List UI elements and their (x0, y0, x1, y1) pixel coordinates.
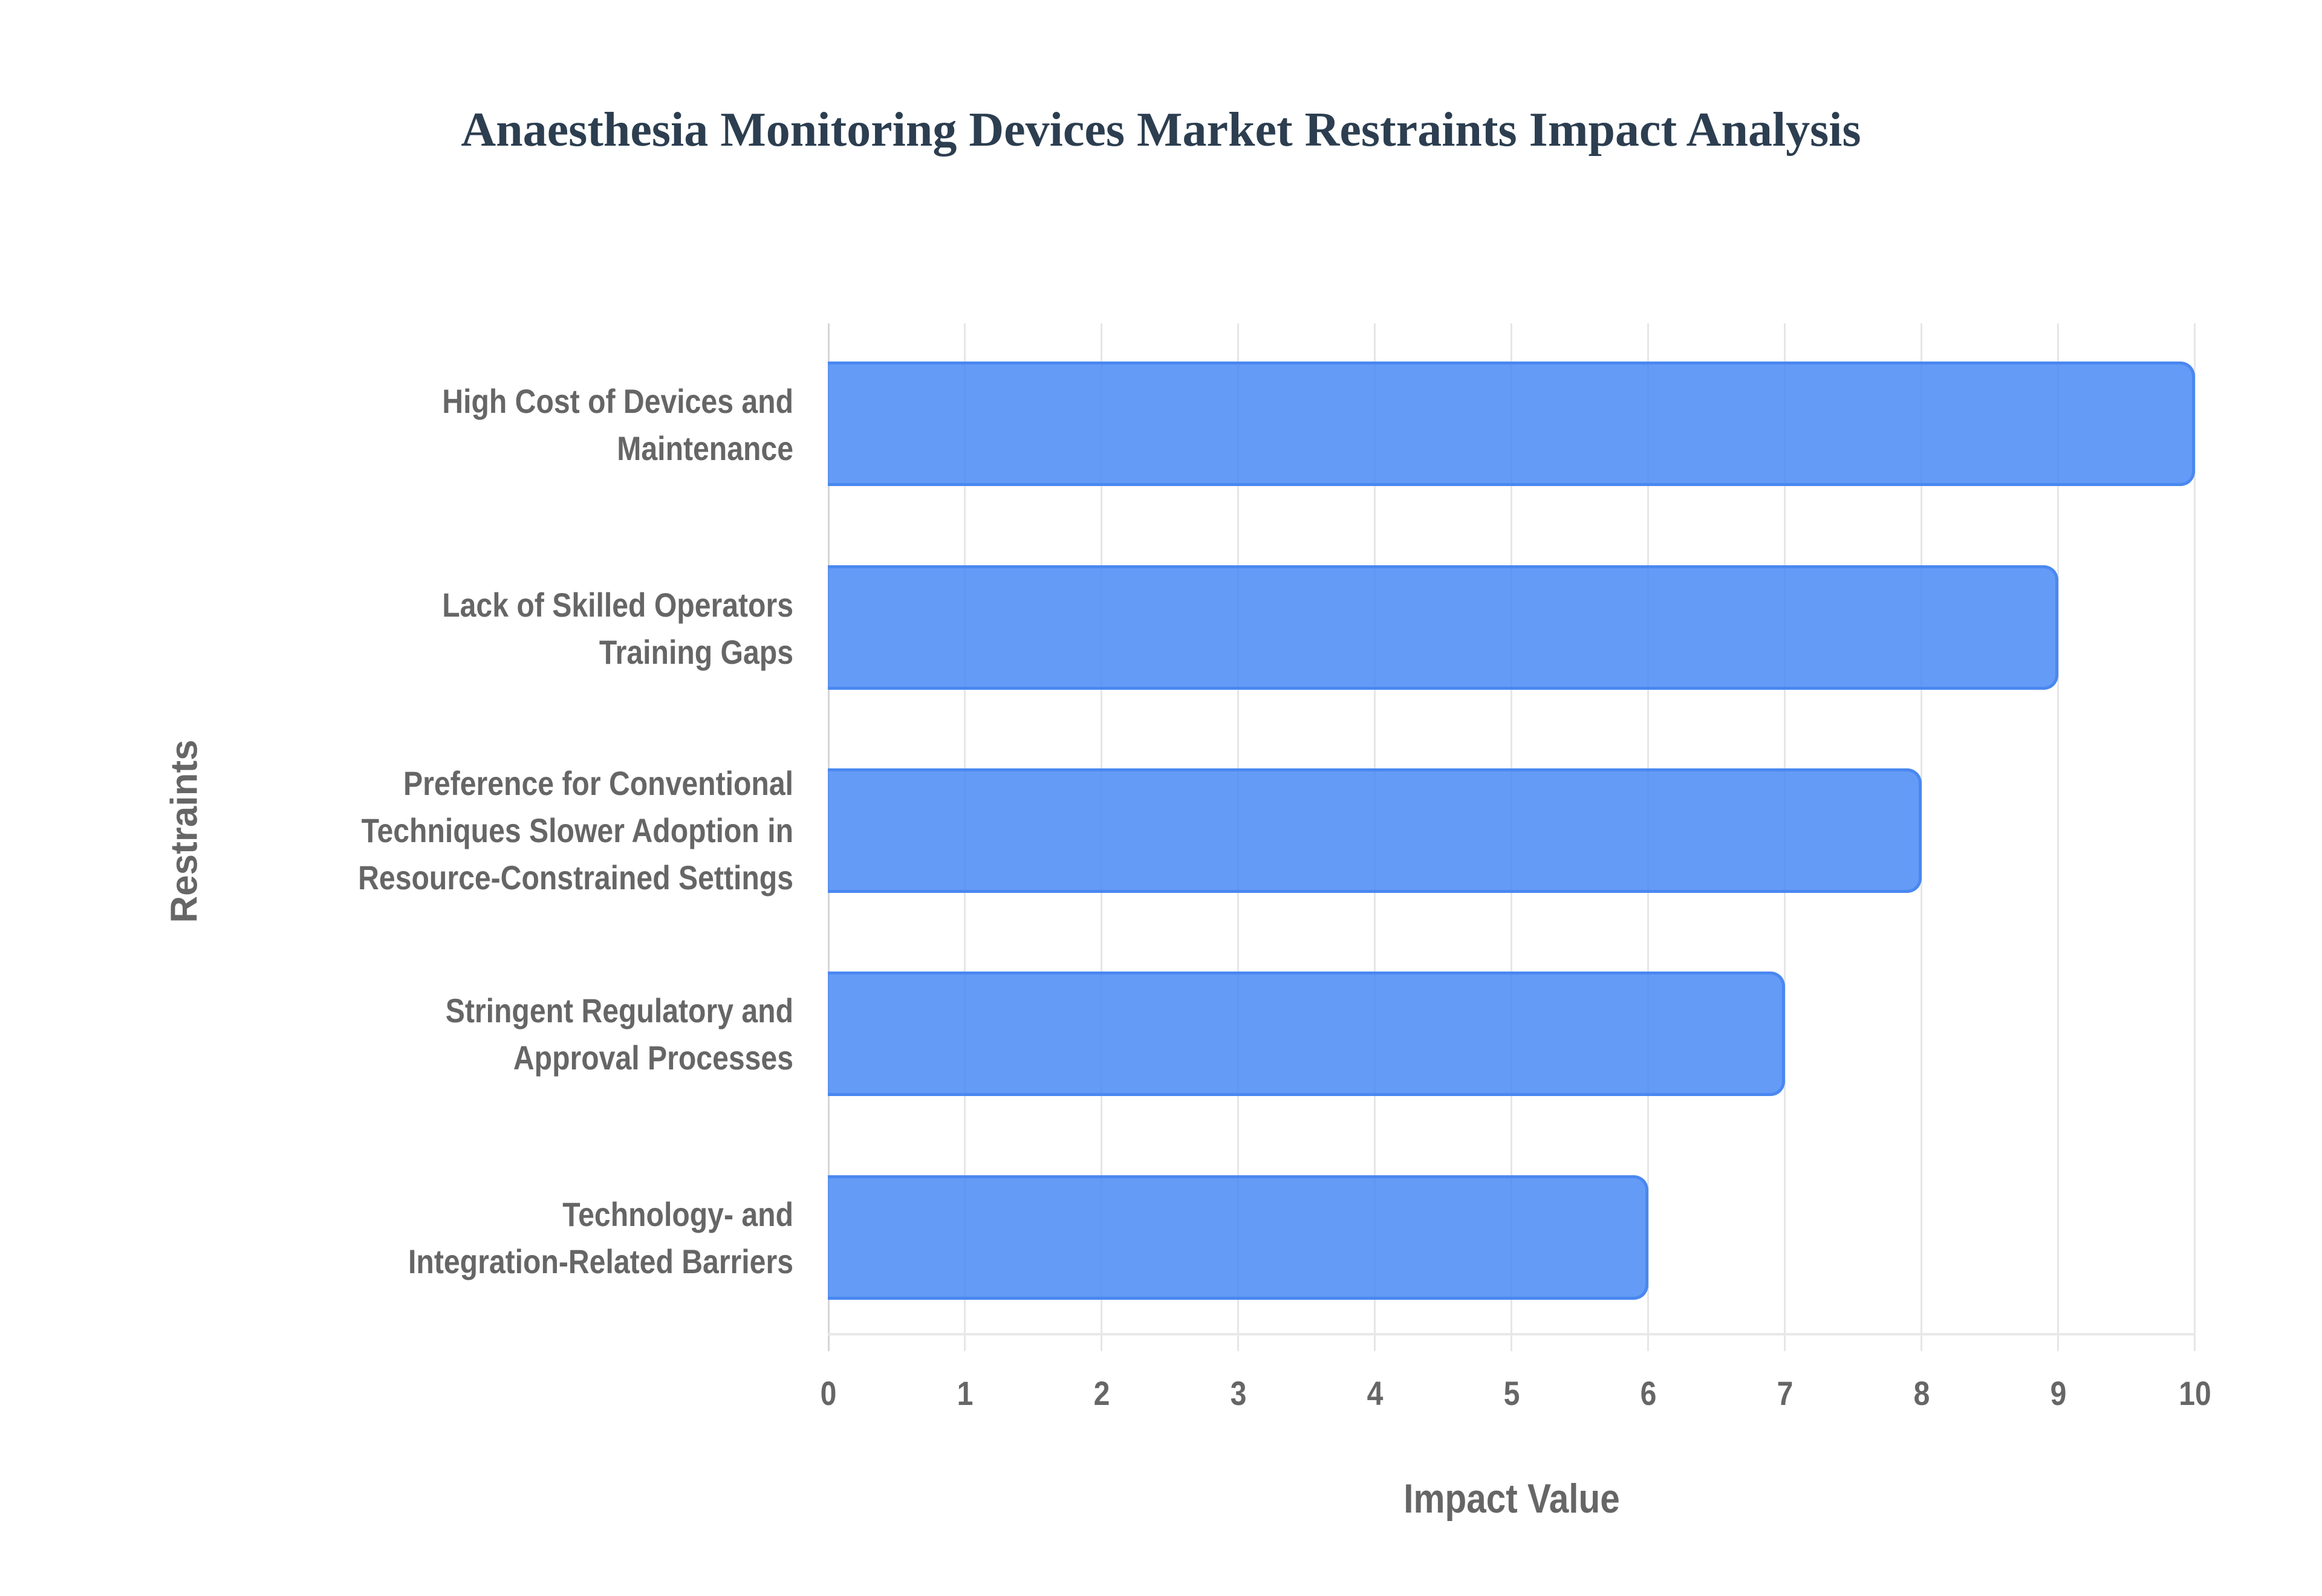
bar-skilled-operators[interactable] (828, 565, 2058, 690)
gridline-10 (2194, 323, 2196, 1351)
x-tick-1: 1 (957, 1374, 974, 1412)
bar-conventional-techniques[interactable] (828, 768, 1922, 893)
category-label-conventional-techniques: Preference for Conventional Techniques S… (358, 764, 793, 897)
x-tick-0: 0 (820, 1374, 837, 1412)
x-tick-2: 2 (1093, 1374, 1110, 1412)
bar-regulatory[interactable] (828, 972, 1785, 1096)
x-tick-7: 7 (1777, 1374, 1794, 1412)
x-axis-line (828, 1333, 2195, 1335)
x-tick-10: 10 (2179, 1374, 2211, 1412)
x-tick-9: 9 (2050, 1374, 2067, 1412)
chart-title: Anaesthesia Monitoring Devices Market Re… (461, 103, 1861, 157)
x-tick-6: 6 (1640, 1374, 1657, 1412)
gridline-9 (2057, 323, 2059, 1351)
x-tick-5: 5 (1503, 1374, 1520, 1412)
category-label-technology-integration: Technology- and Integration-Related Barr… (408, 1195, 793, 1280)
plot-area (828, 323, 2196, 1351)
bar-technology-integration[interactable] (828, 1175, 1648, 1300)
category-label-regulatory: Stringent Regulatory and Approval Proces… (445, 991, 793, 1077)
bar-high-cost[interactable] (828, 362, 2195, 486)
x-tick-8: 8 (1913, 1374, 1930, 1412)
category-label-skilled-operators: Lack of Skilled Operators Training Gaps (442, 586, 793, 671)
category-label-high-cost: High Cost of Devices and Maintenance (442, 382, 793, 467)
x-tick-4: 4 (1367, 1374, 1384, 1412)
x-tick-3: 3 (1230, 1374, 1247, 1412)
